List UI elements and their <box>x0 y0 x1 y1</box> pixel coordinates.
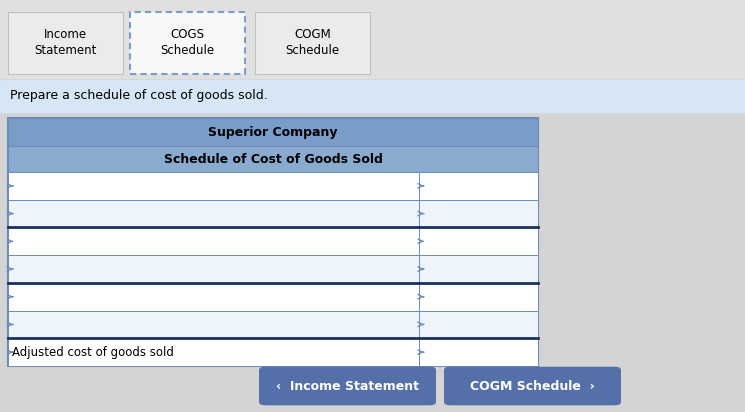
Bar <box>419 283 538 311</box>
FancyBboxPatch shape <box>130 12 245 74</box>
Bar <box>419 227 538 255</box>
Text: COGS
Schedule: COGS Schedule <box>160 28 215 58</box>
Bar <box>8 172 419 200</box>
Text: Schedule of Cost of Goods Sold: Schedule of Cost of Goods Sold <box>164 152 382 166</box>
Text: Income
Statement: Income Statement <box>34 28 97 58</box>
Bar <box>0 80 745 112</box>
Bar <box>8 283 419 311</box>
Text: Superior Company: Superior Company <box>209 126 337 138</box>
Bar <box>8 338 419 366</box>
Bar <box>8 146 538 172</box>
Bar <box>8 311 419 338</box>
Text: COGM Schedule  ›: COGM Schedule › <box>470 379 595 393</box>
Bar <box>8 227 419 255</box>
Text: ‹  Income Statement: ‹ Income Statement <box>276 379 419 393</box>
Text: COGM
Schedule: COGM Schedule <box>285 28 340 58</box>
Text: Prepare a schedule of cost of goods sold.: Prepare a schedule of cost of goods sold… <box>10 89 267 103</box>
Bar <box>419 338 538 366</box>
Text: Adjusted cost of goods sold: Adjusted cost of goods sold <box>12 346 174 358</box>
FancyBboxPatch shape <box>8 12 123 74</box>
Bar <box>0 0 745 78</box>
Bar <box>8 118 538 146</box>
Bar <box>419 172 538 200</box>
Bar <box>419 200 538 227</box>
FancyBboxPatch shape <box>255 12 370 74</box>
FancyBboxPatch shape <box>259 367 436 405</box>
Bar <box>8 118 538 366</box>
Bar <box>419 255 538 283</box>
Bar <box>419 311 538 338</box>
Bar <box>8 200 419 227</box>
Bar <box>8 255 419 283</box>
FancyBboxPatch shape <box>444 367 621 405</box>
